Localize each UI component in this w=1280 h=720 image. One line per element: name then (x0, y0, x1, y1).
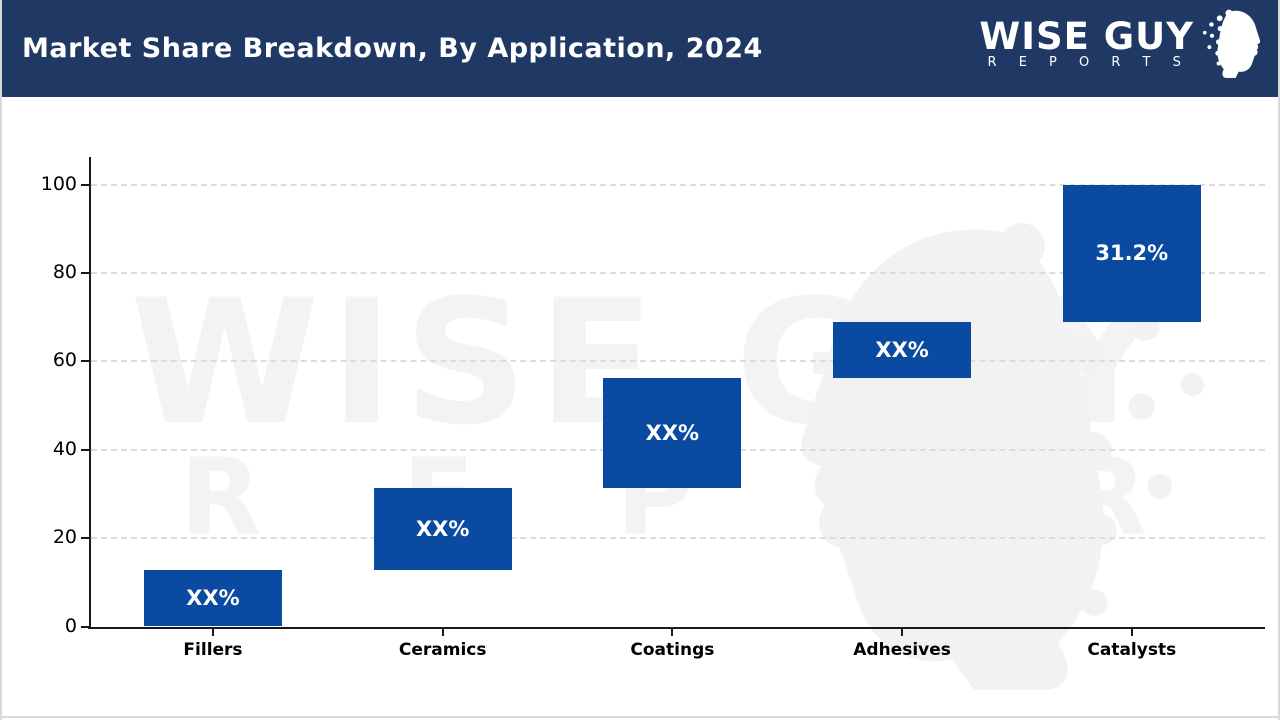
bottom-border (2, 716, 1278, 718)
y-axis-tick (81, 360, 89, 363)
gridline-y-80 (91, 271, 1265, 274)
bar-adhesives: XX% (833, 322, 972, 379)
bar-fillers: XX% (144, 570, 282, 627)
y-axis-tick-label: 20 (52, 526, 77, 549)
y-axis-tick (81, 271, 89, 274)
y-axis-tick-label: 80 (52, 260, 77, 283)
x-category-label: Ceramics (398, 639, 487, 660)
logo-name: WISE GUY (979, 15, 1194, 59)
bar-value-label: XX% (875, 338, 929, 363)
x-axis-tick (671, 628, 674, 636)
x-axis-tick (441, 628, 444, 636)
wiseguy-logo: WISE GUY R E P O R T S (979, 8, 1264, 80)
gridline-y-60 (91, 360, 1265, 363)
header-bar: Market Share Breakdown, By Application, … (2, 0, 1278, 97)
x-axis-tick (901, 628, 904, 636)
bar-value-label: 31.2% (1095, 241, 1169, 266)
y-axis-tick (81, 448, 89, 451)
logo-subtitle: R E P O R T S (987, 54, 1190, 70)
bar-value-label: XX% (645, 421, 700, 446)
y-axis-line (89, 157, 91, 629)
x-category-label: Coatings (630, 639, 715, 660)
y-axis-tick (81, 625, 89, 628)
x-axis-tick (1130, 628, 1133, 636)
y-axis-tick-label: 60 (52, 349, 77, 372)
x-category-label: Adhesives (853, 639, 951, 660)
logo-text: WISE GUY R E P O R T S (979, 15, 1194, 70)
y-axis-tick-label: 40 (52, 437, 77, 460)
y-axis-tick (81, 183, 89, 186)
bar-value-label: XX% (186, 586, 240, 611)
y-axis-tick-label: 100 (40, 172, 77, 195)
bar-coatings: XX% (603, 378, 742, 489)
bar-ceramics: XX% (373, 488, 512, 571)
gridline-y-100 (91, 183, 1265, 186)
x-category-label: Catalysts (1087, 639, 1177, 660)
bar-value-label: XX% (415, 517, 470, 542)
x-category-label: Fillers (183, 639, 243, 660)
chart-plot-area: 0 20 40 60 80 100 XX% Fillers XX% Ceramics XX% Coat… (2, 97, 1278, 717)
bar-catalysts: 31.2% (1062, 184, 1201, 323)
gridline-y-20 (91, 537, 1265, 540)
wiseguy-logo-head-icon (1202, 9, 1261, 78)
x-axis-line (88, 626, 1265, 629)
x-axis-tick (212, 628, 214, 636)
chart-title: Market Share Breakdown, By Application, … (22, 33, 763, 64)
y-axis-tick-label: 0 (64, 614, 77, 637)
y-axis-tick (81, 537, 89, 540)
